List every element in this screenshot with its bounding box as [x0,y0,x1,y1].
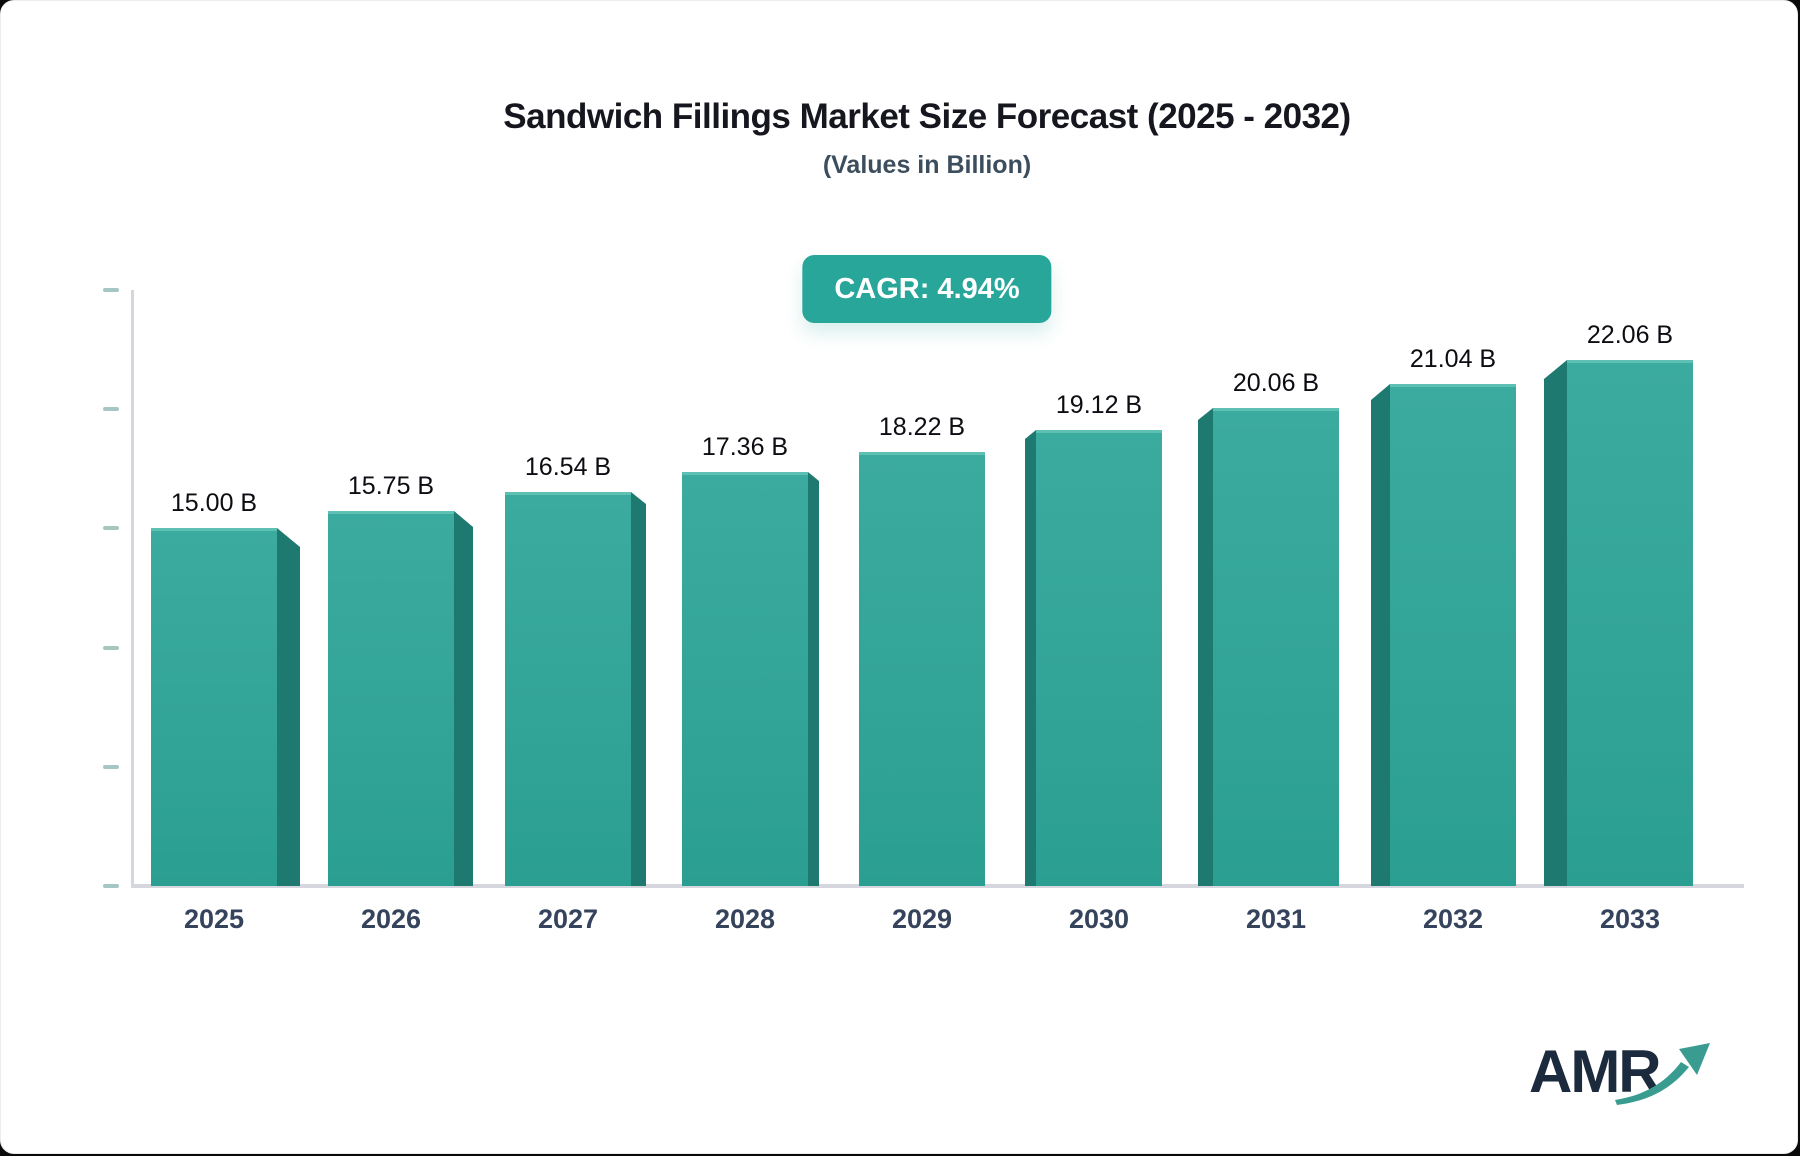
x-axis-label: 2029 [891,904,953,934]
bar-2033: 22.06 B [1544,321,1693,886]
bar-2029: 18.22 B [859,413,985,886]
bar-value-label: 18.22 B [878,413,966,441]
y-axis-tick [103,288,119,292]
y-axis-tick [103,884,119,888]
x-axis-label: 2033 [1599,904,1661,934]
y-axis-tick [103,764,119,769]
bar-face [1036,430,1162,886]
bar-value-label: 17.36 B [701,433,789,461]
bar-value-label: 21.04 B [1409,345,1497,373]
x-axis-label: 2032 [1422,904,1484,934]
bar-3d-side [277,528,300,886]
bar-2030: 19.12 B [1025,391,1162,886]
bar-face [859,452,985,886]
x-axis-label: 2031 [1245,904,1307,934]
bar-face [505,492,631,886]
y-axis-label: 25.0B [1,277,43,304]
x-axis-label: 2027 [537,904,599,934]
bar-face [1390,384,1516,886]
bar-3d-side [631,492,646,886]
bar-face [1213,408,1339,886]
bar-2028: 17.36 B [682,433,819,886]
bar-3d-side [454,511,473,886]
bar-3d-side [1198,408,1213,886]
y-axis-tick [103,407,119,412]
bar-2032: 21.04 B [1371,345,1516,886]
y-axis-label: 5.0B [1,754,43,781]
bar-3d-side [1544,360,1567,886]
bar-value-label: 19.12 B [1055,391,1143,419]
bar-value-label: 22.06 B [1586,321,1674,349]
y-axis-label: 20.0B [1,396,43,423]
y-axis-tick [103,526,119,531]
x-axis-label: 2030 [1068,904,1130,934]
y-axis-tick [103,645,119,650]
x-axis-label: 2028 [714,904,776,934]
bar-2027: 16.54 B [505,453,646,886]
bar-value-label: 16.54 B [524,453,612,481]
bar-3d-side [1025,430,1036,886]
bar-value-label: 20.06 B [1232,369,1320,397]
x-axis-label: 2025 [183,904,245,934]
chart-title: Sandwich Fillings Market Size Forecast (… [503,97,1351,136]
y-axis-label: 0 [1,873,43,900]
cagr-badge: CAGR: 4.94% [802,255,1052,323]
bar-value-label: 15.75 B [347,472,435,500]
bar-face [151,528,277,886]
y-axis-label: 15.0B [1,515,43,542]
bar-2031: 20.06 B [1198,369,1339,886]
chart-subtitle: (Values in Billion) [822,151,1032,179]
y-axis-line [131,290,134,886]
bar-3d-side [1371,384,1390,886]
x-axis-line [131,884,1744,888]
bar-face [328,511,454,886]
bar-3d-side [808,472,819,886]
y-axis-label: 10.0B [1,635,43,662]
x-axis-label: 2026 [360,904,422,934]
bar-value-label: 15.00 B [170,489,258,517]
growth-arrow-icon [1615,1043,1710,1105]
amr-logo: AMR [1529,1037,1710,1109]
bar-2025: 15.00 B [151,489,300,886]
bar-face [682,472,808,886]
bar-2026: 15.75 B [328,472,473,886]
bar-face [1567,360,1693,886]
